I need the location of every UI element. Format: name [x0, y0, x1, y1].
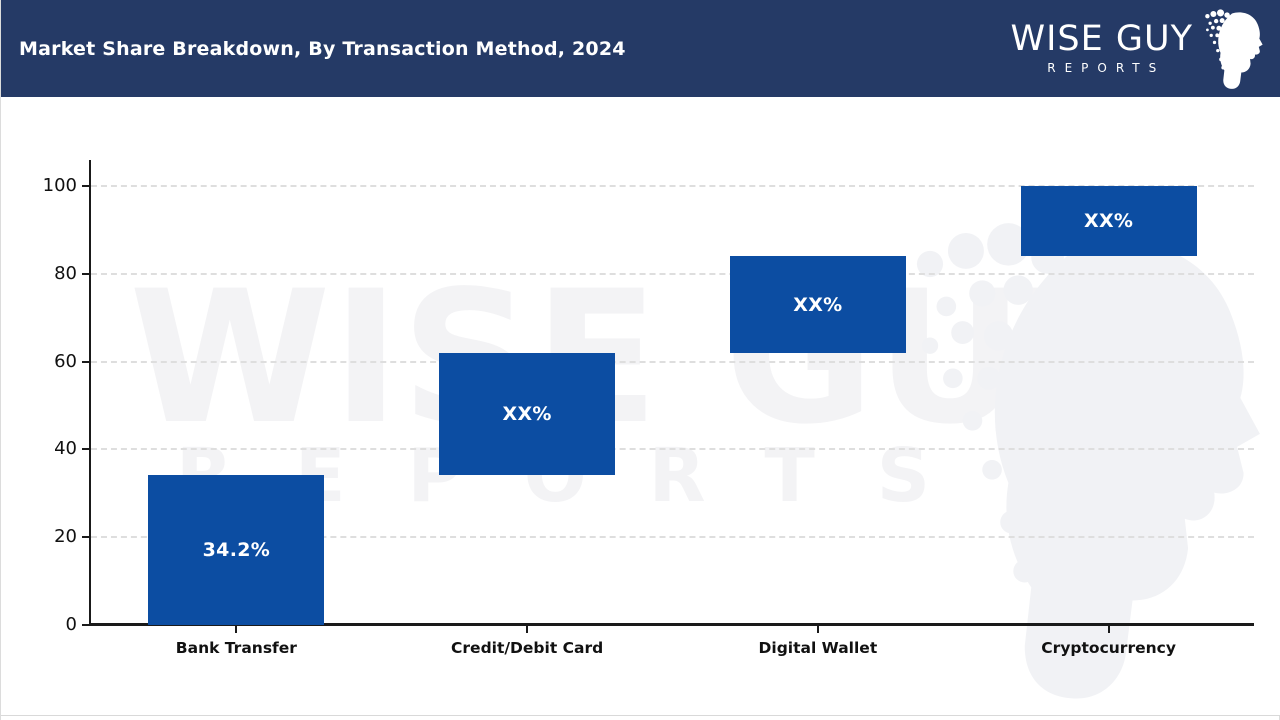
bar-credit-debit-card: XX%: [439, 352, 616, 475]
x-category-label: Digital Wallet: [758, 639, 878, 657]
gridline: [91, 448, 1254, 451]
x-tick-mark: [235, 626, 238, 633]
bar-value-label: XX%: [793, 293, 843, 316]
y-tick-mark: [82, 272, 89, 275]
x-tick-mark: [526, 626, 529, 633]
brand-logo: WISE GUY REPORTS: [1010, 8, 1280, 90]
y-tick-label: 80: [54, 262, 77, 284]
y-tick-mark: [82, 448, 89, 451]
y-tick-mark: [82, 360, 89, 363]
gridline: [91, 360, 1254, 363]
x-category-label: Bank Transfer: [175, 639, 297, 657]
bar-cryptocurrency: XX%: [1020, 186, 1197, 257]
y-tick-label: 0: [65, 614, 77, 635]
x-category-label: Credit/Debit Card: [451, 639, 604, 657]
gridline: [91, 536, 1254, 539]
y-tick-mark: [82, 185, 89, 187]
y-tick-mark: [82, 624, 89, 626]
x-tick-mark: [816, 626, 819, 633]
gridline: [91, 185, 1254, 187]
y-tick-label: 20: [54, 526, 77, 548]
bar-value-label: XX%: [1084, 210, 1134, 233]
face-dots-icon: [1205, 8, 1263, 89]
y-tick-label: 40: [54, 438, 77, 460]
x-category-label: Cryptocurrency: [1041, 639, 1176, 657]
page-title: Market Share Breakdown, By Transaction M…: [19, 37, 626, 60]
gridline: [91, 272, 1254, 275]
bar-digital-wallet: XX%: [729, 256, 906, 353]
plot: 0 20 40 60 80 100 34.2% XX% XX% XX%: [1, 97, 1280, 716]
y-tick-label: 100: [42, 175, 77, 196]
bar-value-label: 34.2%: [202, 538, 271, 561]
bar-value-label: XX%: [502, 402, 552, 425]
header: Market Share Breakdown, By Transaction M…: [1, 0, 1280, 97]
x-axis-line: [89, 623, 1254, 626]
chart-area: WISE GUY REPORTS: [1, 97, 1280, 716]
bottom-divider: [1, 715, 1280, 716]
bar-bank-transfer: 34.2%: [148, 474, 325, 625]
x-tick-mark: [1107, 626, 1110, 633]
y-tick-mark: [82, 536, 89, 539]
logo-title: WISE GUY: [1010, 19, 1193, 59]
y-tick-label: 60: [54, 350, 77, 372]
logo-wordmark: WISE GUY REPORTS: [1010, 19, 1193, 76]
logo-subtitle: REPORTS: [1047, 61, 1166, 75]
y-axis-line: [89, 160, 91, 625]
